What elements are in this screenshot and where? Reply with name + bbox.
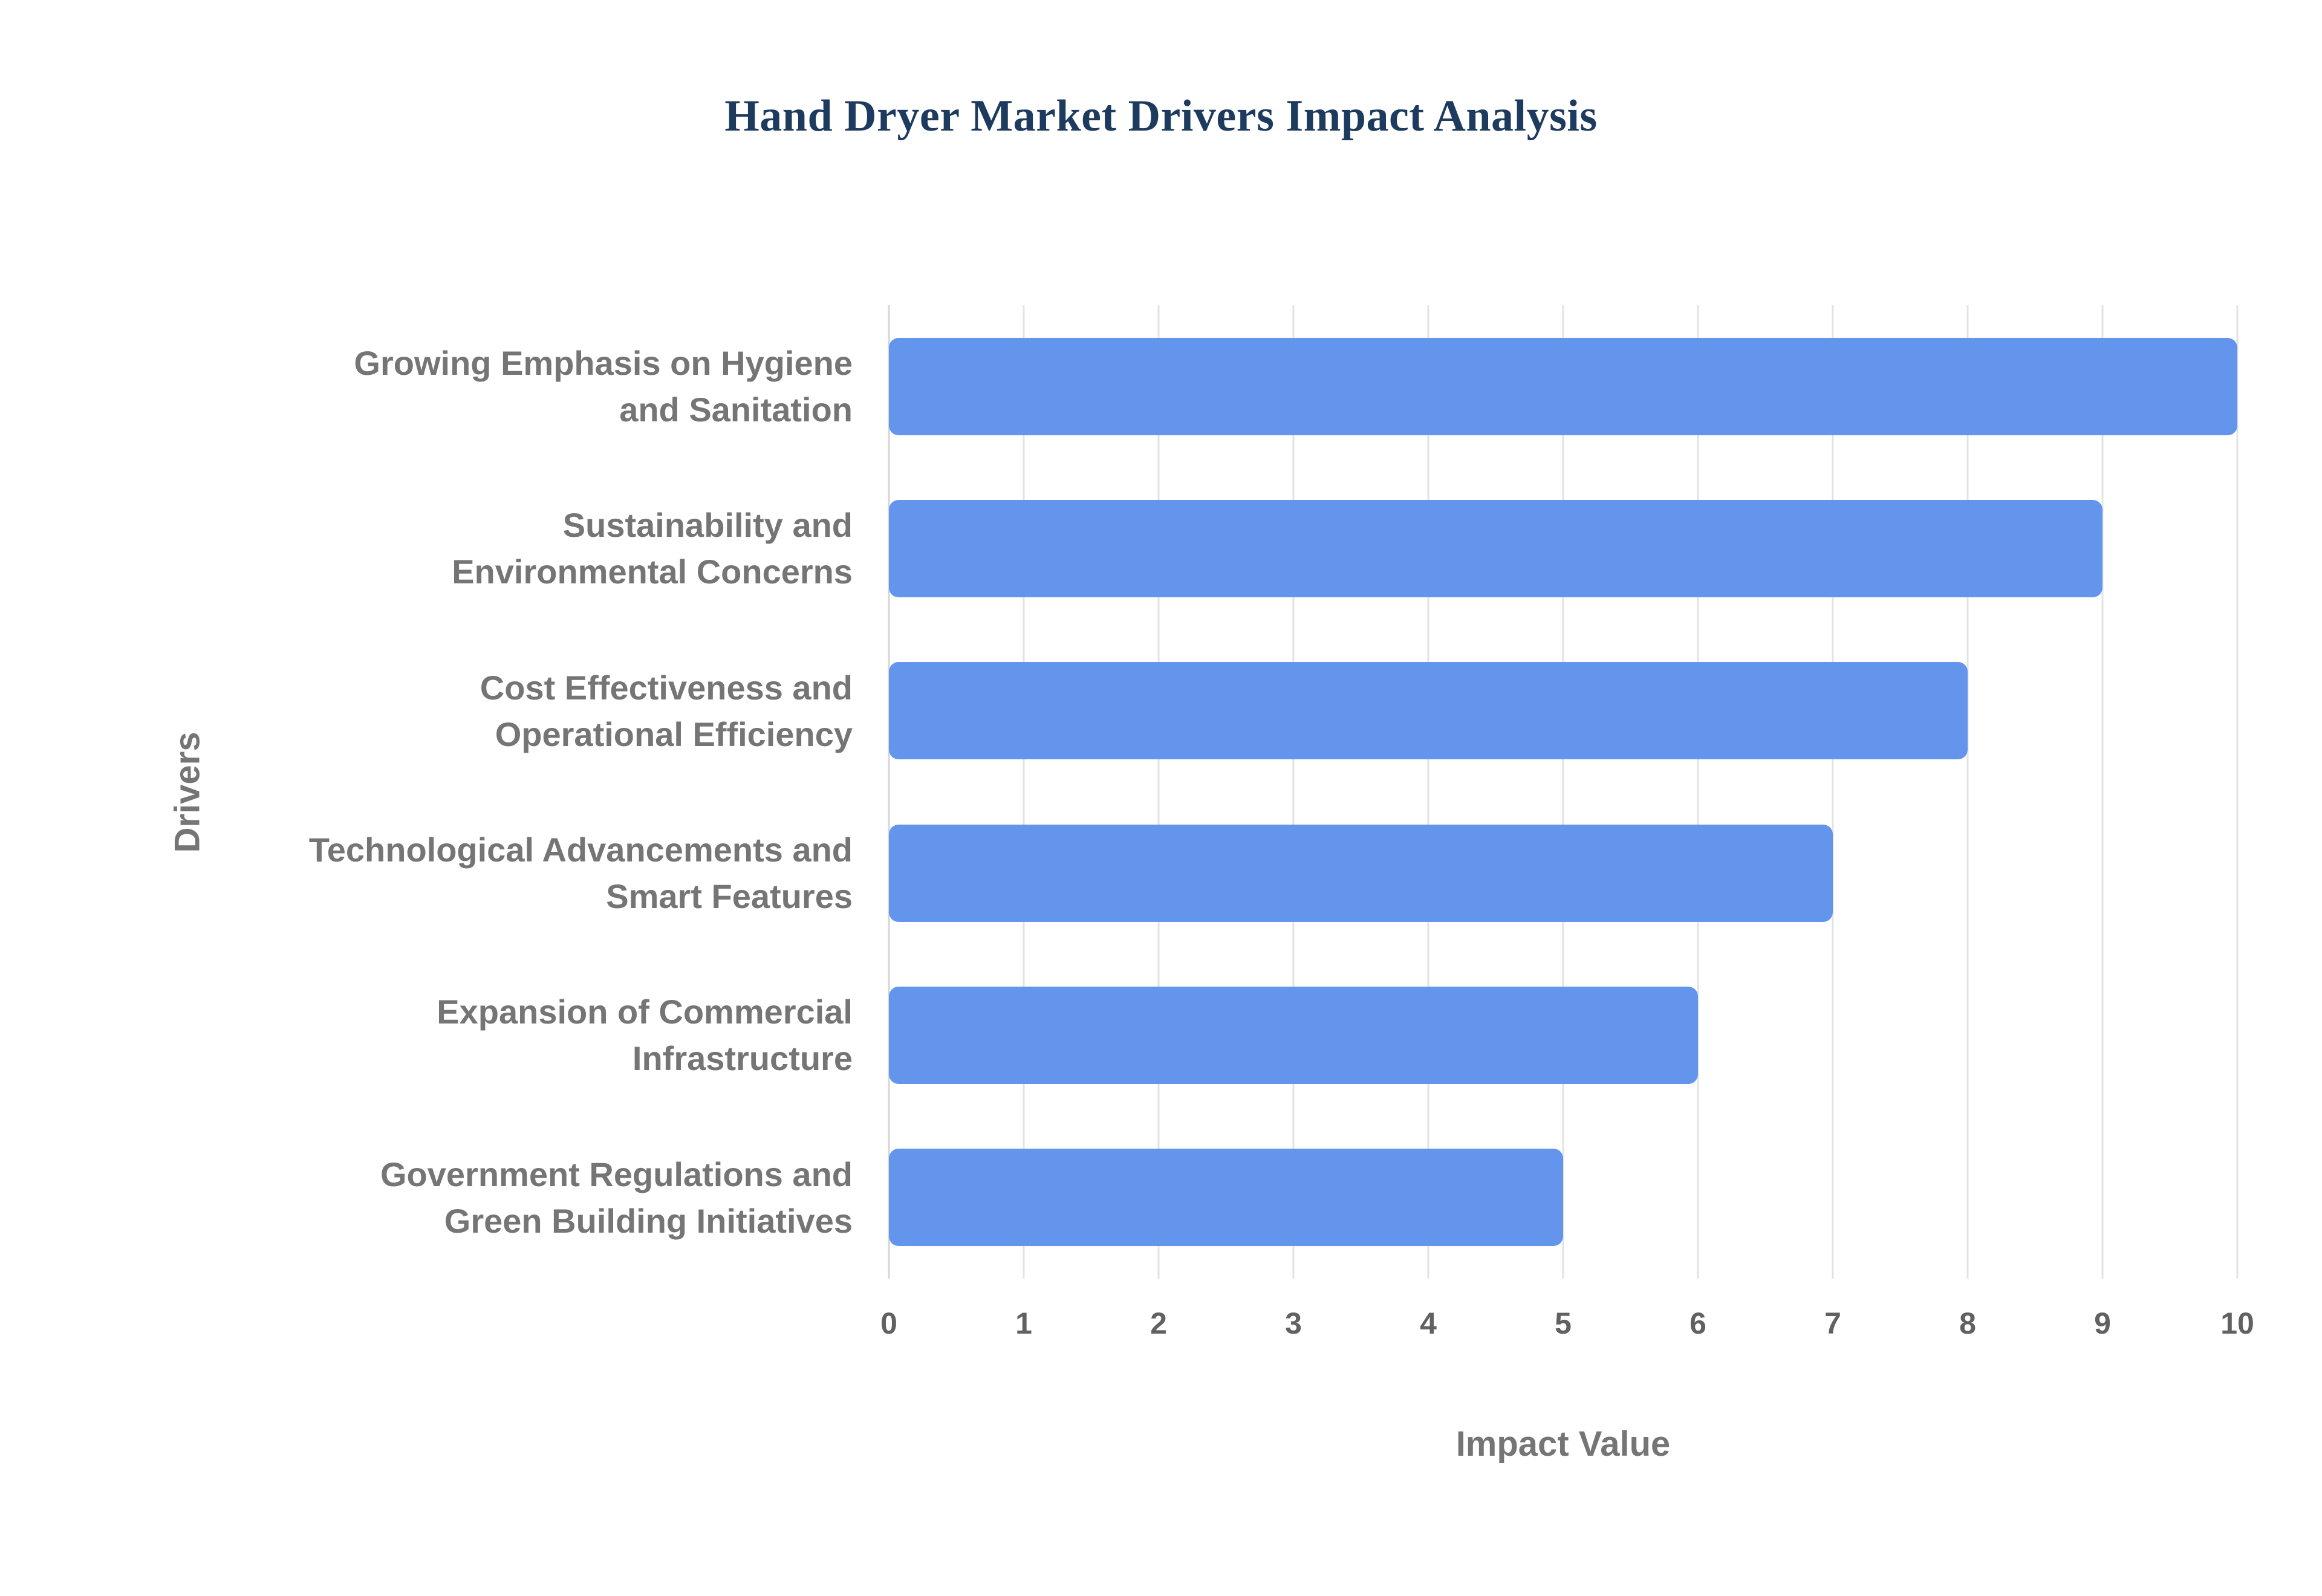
bar-1[interactable] [889,500,2102,597]
y-axis-title: Drivers [167,731,207,852]
x-tick-label-8: 8 [1959,1306,1976,1340]
x-axis-title: Impact Value [1455,1424,1671,1464]
gridlines [888,305,2239,1279]
gridline [1966,305,1969,1279]
plot-area: 0 1 2 3 4 5 6 7 8 9 10 Impact Value [880,305,2254,1464]
category-label-5: Government Regulations and Green Buildin… [380,1155,853,1240]
x-tick-label-4: 4 [1420,1306,1437,1340]
x-tick-label-3: 3 [1285,1306,1302,1340]
bar-0[interactable] [889,337,2237,435]
bar-row-2 [889,630,2237,792]
bars-area [888,305,2239,1279]
gridline [1023,305,1025,1279]
bar-row-3 [889,792,2237,954]
gridline [2101,305,2104,1279]
bar-5[interactable] [889,1149,1563,1247]
x-tick-label-9: 9 [2094,1306,2111,1340]
category-label-1: Sustainability and Environmental Concern… [452,506,853,591]
gridline [1157,305,1160,1279]
chart-title: Hand Dryer Market Drivers Impact Analysi… [724,91,1598,141]
x-tick-label-2: 2 [1150,1306,1167,1340]
y-axis-line [888,305,890,1279]
chart-body: Drivers Growing Emphasis on Hygiene and … [0,305,2322,1464]
category-labels: Growing Emphasis on Hygiene and Sanitati… [230,305,889,1279]
gridline [2236,305,2239,1279]
gridline [1427,305,1429,1279]
x-tick-label-7: 7 [1824,1306,1841,1340]
gridline [1292,305,1295,1279]
y-axis: Drivers [145,305,230,1279]
x-axis-ticks: 0 1 2 3 4 5 6 7 8 9 10 [880,1279,2254,1369]
bar-row-5 [889,1117,2237,1279]
x-tick-label-0: 0 [880,1306,897,1340]
category-label-0: Growing Emphasis on Hygiene and Sanitati… [354,343,853,429]
gridline [1697,305,1699,1279]
x-tick-label-6: 6 [1689,1306,1706,1340]
x-tick-label-10: 10 [2220,1306,2254,1340]
x-tick-label-5: 5 [1555,1306,1572,1340]
category-label-3: Technological Advancements and Smart Fea… [308,830,853,916]
bar-4[interactable] [889,986,1698,1084]
bar-series [889,305,2237,1279]
category-label-4: Expansion of Commercial Infrastructure [437,993,853,1078]
gridline [1562,305,1564,1279]
bar-row-4 [889,954,2237,1116]
bar-2[interactable] [889,662,1968,760]
x-tick-label-1: 1 [1015,1306,1032,1340]
bar-3[interactable] [889,824,1833,922]
category-label-2: Cost Effectiveness and Operational Effic… [480,668,853,753]
bar-row-0 [889,305,2237,467]
gridline [1832,305,1834,1279]
bar-row-1 [889,467,2237,629]
